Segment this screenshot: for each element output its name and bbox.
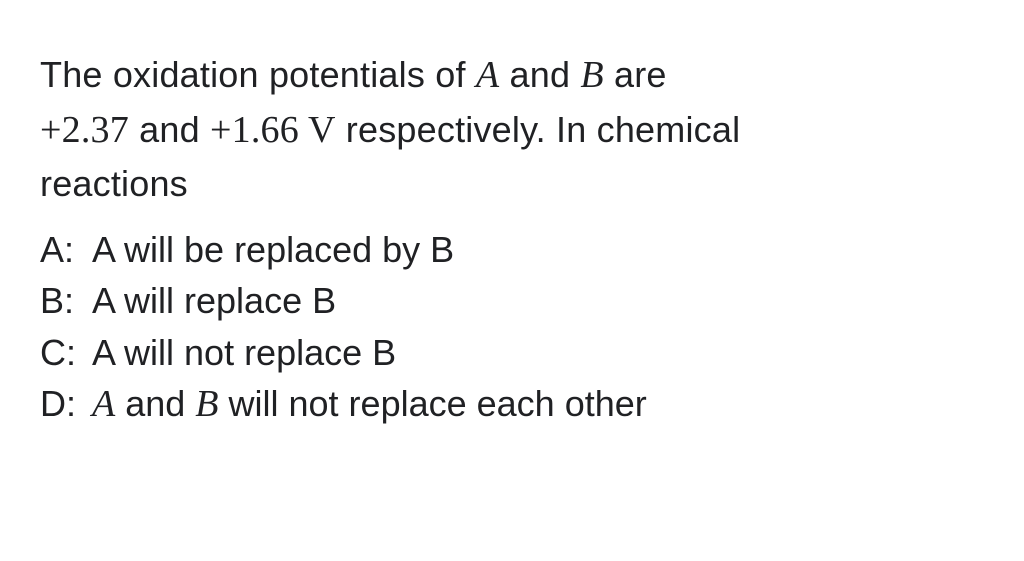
option-label: B: [40, 275, 92, 326]
unit: V [299, 109, 336, 151]
option-b: B: A will replace B [40, 275, 984, 326]
option-a: A: A will be replaced by B [40, 224, 984, 275]
option-label: A: [40, 224, 92, 275]
option-part: and [115, 383, 195, 424]
option-label: C: [40, 327, 92, 378]
option-text: A will be replaced by B [92, 224, 984, 275]
option-c: C: A will not replace B [40, 327, 984, 378]
question-part: and [129, 109, 210, 150]
question-stem: The oxidation potentials of A and B are … [40, 48, 984, 210]
option-text: A and B will not replace each other [92, 378, 984, 432]
value-a: +2.37 [40, 109, 129, 151]
value-b: +1.66 [210, 109, 299, 151]
option-text: A will replace B [92, 275, 984, 326]
variable-a: A [476, 54, 499, 96]
question-part: and [499, 54, 580, 95]
variable-b: B [195, 383, 218, 425]
variable-b: B [580, 54, 603, 96]
option-part: will not replace each other [219, 383, 647, 424]
question-part: reactions [40, 163, 188, 204]
option-text: A will not replace B [92, 327, 984, 378]
options-list: A: A will be replaced by B B: A will rep… [40, 224, 984, 431]
question-part: The oxidation potentials of [40, 54, 476, 95]
option-d: D: A and B will not replace each other [40, 378, 984, 432]
question-part: respectively. In chemical [336, 109, 741, 150]
variable-a: A [92, 383, 115, 425]
option-label: D: [40, 378, 92, 432]
question-part: are [604, 54, 667, 95]
